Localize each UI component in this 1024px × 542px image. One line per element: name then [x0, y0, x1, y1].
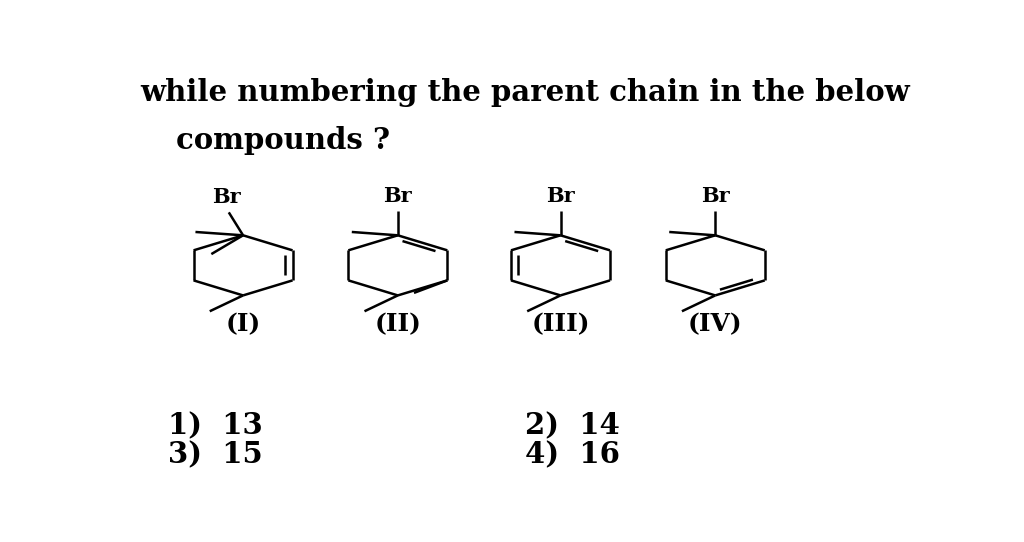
Text: (II): (II) [375, 312, 421, 336]
Text: 1)  13: 1) 13 [168, 411, 262, 441]
Text: (III): (III) [531, 312, 590, 336]
Text: (IV): (IV) [688, 312, 742, 336]
Text: 3)  15: 3) 15 [168, 441, 262, 470]
Text: Br: Br [212, 188, 241, 208]
Text: 4)  16: 4) 16 [524, 441, 620, 470]
Text: (I): (I) [225, 312, 261, 336]
Text: while numbering the parent chain in the below: while numbering the parent chain in the … [140, 78, 909, 107]
Text: compounds ?: compounds ? [176, 126, 389, 154]
Text: Br: Br [384, 186, 412, 206]
Text: Br: Br [701, 186, 729, 206]
Text: 2)  14: 2) 14 [524, 411, 620, 441]
Text: Br: Br [546, 186, 574, 206]
